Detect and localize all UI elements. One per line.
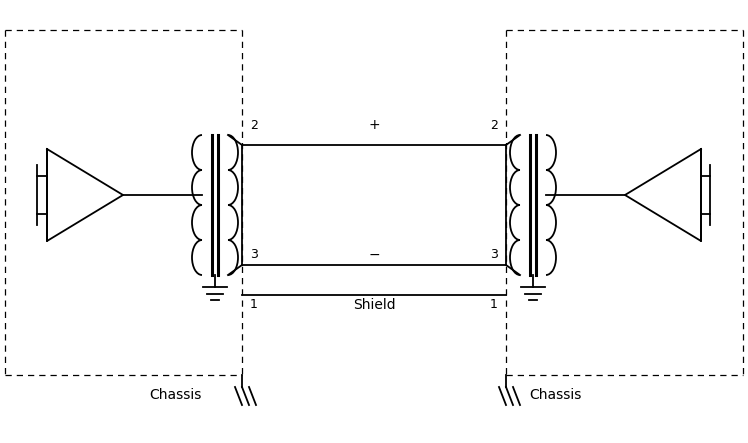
Text: 1: 1: [490, 299, 498, 311]
Text: Chassis: Chassis: [529, 388, 581, 402]
Text: 2: 2: [250, 118, 258, 132]
Text: 1: 1: [250, 299, 258, 311]
Text: −: −: [368, 248, 380, 262]
Text: +: +: [368, 118, 380, 132]
Text: Shield: Shield: [353, 298, 395, 312]
Text: 2: 2: [490, 118, 498, 132]
Text: 3: 3: [250, 249, 258, 261]
Text: Chassis: Chassis: [149, 388, 201, 402]
Text: 3: 3: [490, 249, 498, 261]
